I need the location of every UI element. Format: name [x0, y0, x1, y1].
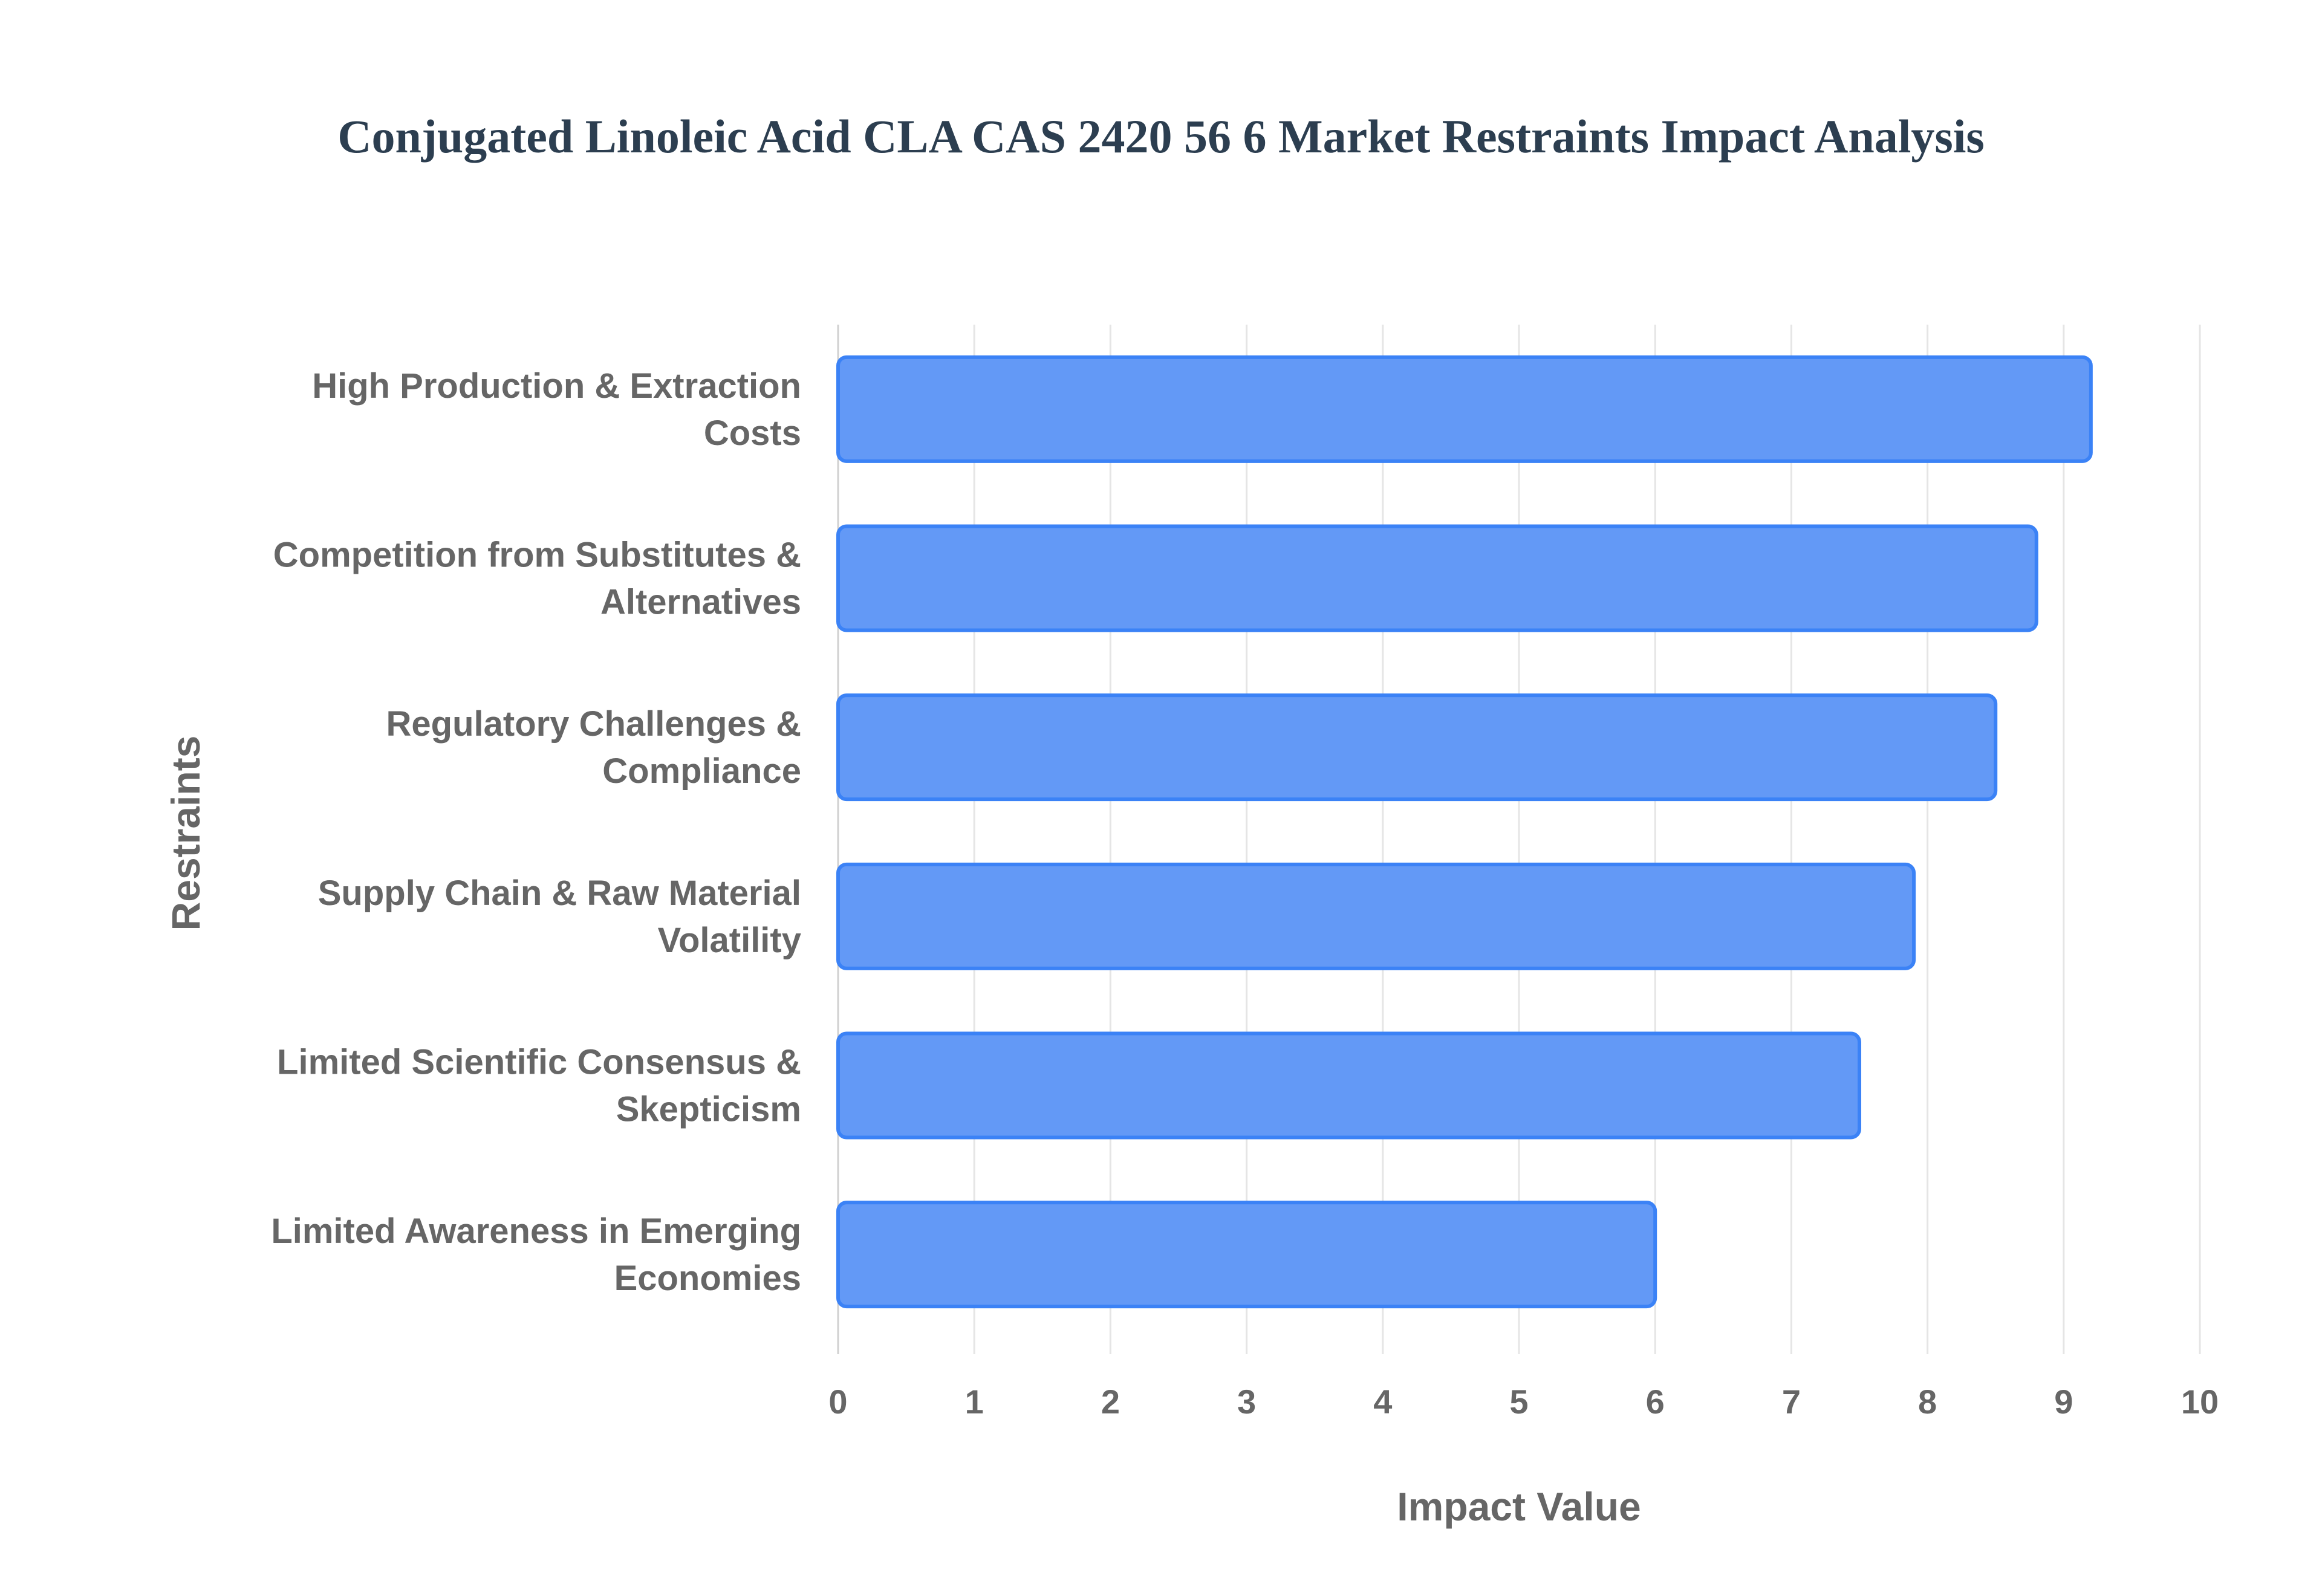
y-tick-label: Supply Chain & Raw Material Volatility [318, 874, 801, 960]
x-tick-label: 2 [1101, 1383, 1120, 1421]
y-tick-labels: High Production & Extraction Costs Competi… [271, 366, 801, 1298]
y-tick-label: Limited Awareness in Emerging Economies [271, 1212, 801, 1298]
x-tick-labels: 0 1 2 3 4 5 6 7 8 9 10 [828, 1383, 2219, 1421]
x-tick-label: 4 [1373, 1383, 1392, 1421]
y-tick-label-line: Limited Scientific Consensus & [277, 1043, 801, 1082]
y-axis-title: Restraints [163, 736, 208, 931]
bar [836, 355, 2093, 463]
y-tick-label-line: Supply Chain & Raw Material [318, 874, 801, 913]
x-axis-title: Impact Value [1397, 1484, 1641, 1529]
y-tick-label-line: Limited Awareness in Emerging [271, 1212, 801, 1251]
y-tick-label-line: Economies [614, 1259, 801, 1298]
y-tick-label-line: Competition from Substitutes & [273, 536, 801, 575]
y-tick-label-line: Skepticism [616, 1090, 801, 1129]
y-tick-label-line: Volatility [658, 921, 801, 960]
bar [836, 1201, 1657, 1309]
y-tick-label: Competition from Substitutes & Alternativ… [273, 536, 801, 622]
bar [836, 1031, 1861, 1140]
y-tick-label-line: Costs [704, 414, 801, 453]
y-tick-label: High Production & Extraction Costs [312, 366, 801, 453]
x-tick-label: 5 [1509, 1383, 1528, 1421]
x-tick-label: 3 [1237, 1383, 1256, 1421]
bars [836, 355, 2093, 1309]
y-tick-label: Regulatory Challenges & Compliance [386, 704, 801, 791]
y-tick-label-line: Compliance [602, 751, 801, 791]
y-tick-label-line: Alternatives [600, 583, 801, 622]
y-tick-label-line: High Production & Extraction [312, 366, 801, 406]
x-tick-label: 1 [965, 1383, 984, 1421]
x-tick-label: 7 [1782, 1383, 1801, 1421]
bar [836, 693, 1998, 802]
chart-title: Conjugated Linoleic Acid CLA CAS 2420 56… [337, 110, 1985, 163]
x-tick-label: 9 [2054, 1383, 2073, 1421]
gridlines [837, 325, 2201, 1354]
y-tick-label-line: Regulatory Challenges & [386, 704, 801, 744]
y-tick-label: Limited Scientific Consensus & Skepticism [277, 1043, 801, 1129]
bar [836, 524, 2038, 632]
x-tick-label: 0 [828, 1383, 847, 1421]
x-tick-label: 8 [1918, 1383, 1937, 1421]
x-tick-label: 10 [2181, 1383, 2219, 1421]
bar [836, 862, 1916, 970]
x-tick-label: 6 [1646, 1383, 1665, 1421]
